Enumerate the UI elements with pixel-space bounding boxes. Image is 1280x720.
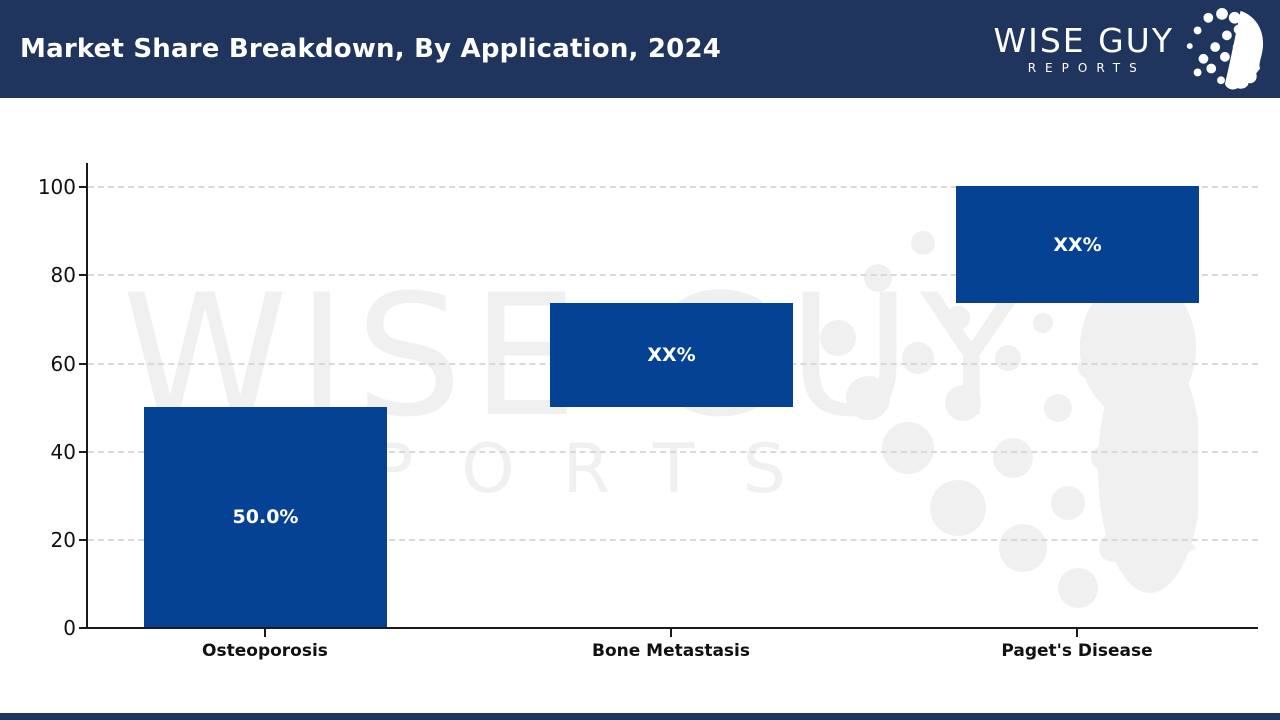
bar-segment-1: 50.0%	[144, 407, 387, 627]
ytick-mark-40	[79, 451, 88, 453]
category-label-2: Bone Metastasis	[591, 641, 750, 661]
ytick-mark-0	[79, 627, 88, 629]
gridline-y80	[88, 274, 1258, 276]
ytick-label-20: 20	[50, 528, 76, 552]
bar-value-label: XX%	[1053, 233, 1102, 256]
brand-logo-text: WISE GUY REPORTS	[993, 20, 1174, 75]
bar-value-label: 50.0%	[232, 506, 299, 528]
ytick-label-100: 100	[37, 175, 76, 199]
brand-face-icon	[1186, 7, 1264, 90]
bar-value-label: XX%	[647, 344, 696, 366]
category-label-1: Osteoporosis	[202, 641, 328, 661]
gridline-y20	[88, 539, 1258, 541]
gridline-y40	[88, 451, 1258, 453]
y-axis-line	[86, 163, 88, 629]
chart-area: WISE GUY REPORTS 0 20 40 60 80 100 50.0% Osteop…	[0, 98, 1280, 713]
header-bar: Market Share Breakdown, By Application, …	[0, 0, 1280, 98]
brand-logo: WISE GUY REPORTS	[993, 0, 1266, 98]
ytick-label-40: 40	[50, 440, 76, 464]
ytick-label-80: 80	[50, 263, 76, 287]
brand-name: WISE GUY	[993, 20, 1174, 60]
xtick-mark-1	[264, 629, 266, 637]
page-title: Market Share Breakdown, By Application, …	[20, 34, 722, 64]
footer-bar	[0, 713, 1280, 720]
ytick-label-0: 0	[63, 616, 76, 640]
bar-segment-3: XX%	[956, 186, 1199, 303]
xtick-mark-2	[670, 629, 672, 637]
ytick-mark-100	[79, 186, 88, 188]
x-axis-line	[86, 627, 1258, 629]
bar-segment-2: XX%	[550, 303, 793, 407]
category-label-3: Paget's Disease	[1001, 641, 1153, 661]
ytick-mark-60	[79, 363, 88, 365]
xtick-mark-3	[1076, 629, 1078, 637]
ytick-label-60: 60	[50, 352, 76, 376]
ytick-mark-80	[79, 274, 88, 276]
gridline-y100	[88, 186, 1258, 188]
brand-subtitle: REPORTS	[1027, 60, 1146, 75]
ytick-mark-20	[79, 539, 88, 541]
